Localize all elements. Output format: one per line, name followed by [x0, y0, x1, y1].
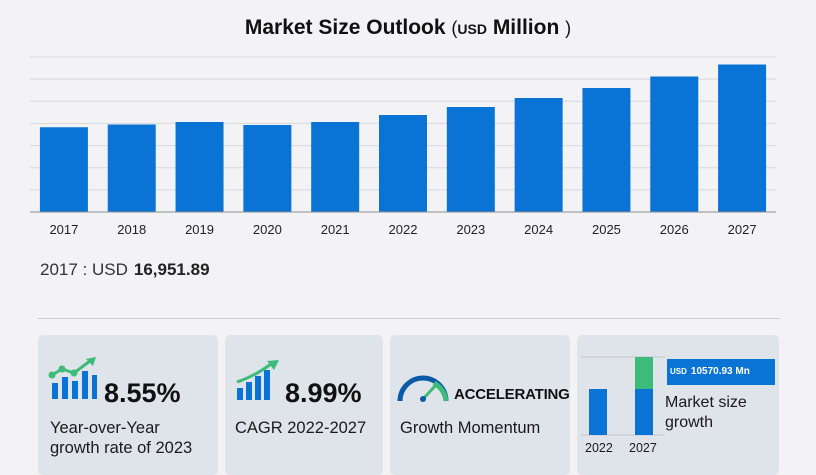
- mini-year-start: 2022: [585, 441, 613, 455]
- bar-2024: [514, 98, 563, 212]
- bar-2027: [718, 64, 767, 212]
- yoy-desc-line2: growth rate of 2023: [50, 439, 193, 457]
- x-tick-label: 2018: [117, 222, 146, 237]
- x-tick-label: 2025: [592, 222, 621, 237]
- yoy-description: Year-over-Year growth rate of 2023: [50, 418, 192, 458]
- market-size-badge: USD 10570.93 Mn: [667, 359, 775, 385]
- base-year-value: 16,951.89: [133, 260, 210, 279]
- yoy-card: 8.55% Year-over-Year growth rate of 2023: [38, 335, 218, 475]
- chart-title: Market Size Outlook (USD Million ): [244, 16, 572, 39]
- bar-chart: 2017 2018 2019 2020 2021 2022 2023 2024 2025 2026…: [30, 56, 776, 237]
- market-label-line2: growth: [665, 414, 714, 431]
- x-tick-label: 2021: [321, 222, 350, 237]
- divider: [38, 318, 780, 319]
- bar-2020: [243, 125, 292, 212]
- base-year-info: 2017 : USD 16,951.89: [40, 260, 210, 280]
- x-tick-label: 2019: [185, 222, 214, 237]
- cagr-chart-icon: [236, 360, 279, 400]
- bar-2022: [379, 115, 427, 212]
- title-unit: USD: [457, 21, 487, 37]
- title-text: Market Size Outlook: [244, 16, 446, 39]
- momentum-card: ACCELERATING Growth Momentum: [390, 335, 570, 475]
- market-size-label: Market size growth: [665, 393, 747, 433]
- x-tick-label: 2026: [660, 222, 689, 237]
- x-tick-label: 2024: [524, 222, 553, 237]
- x-tick-label: 2017: [49, 222, 78, 237]
- speedometer-icon: [397, 375, 449, 402]
- momentum-value: ACCELERATING: [454, 386, 570, 403]
- x-tick-label: 2023: [456, 222, 485, 237]
- title-unit-suffix: Million: [492, 16, 560, 39]
- x-tick-label: 2022: [389, 222, 418, 237]
- growth-chart-icon: [48, 357, 97, 399]
- x-tick-label: 2020: [253, 222, 282, 237]
- badge-unit: USD: [670, 367, 687, 376]
- mini-bar-2027-base: [635, 389, 653, 435]
- market-label-line1: Market size: [665, 394, 747, 411]
- bar-2025: [582, 88, 631, 212]
- market-size-card: USD 10570.93 Mn Market size growth 2022 2…: [577, 335, 779, 475]
- bar-2023: [446, 107, 495, 212]
- momentum-label: Growth Momentum: [400, 419, 541, 437]
- x-tick-label: 2027: [728, 222, 757, 237]
- bar-2019: [175, 122, 224, 212]
- mini-bar-2027-growth: [635, 357, 653, 389]
- base-year-label: 2017 : USD: [40, 260, 128, 279]
- bar-2026: [650, 76, 699, 212]
- yoy-desc-line1: Year-over-Year: [50, 419, 160, 437]
- bar-2017: [39, 127, 88, 212]
- bar-2021: [311, 122, 360, 212]
- bar-2018: [107, 124, 156, 212]
- badge-value: 10570.93 Mn: [690, 366, 750, 377]
- mini-growth-chart: [581, 356, 665, 436]
- yoy-value: 8.55%: [104, 378, 181, 408]
- mini-year-end: 2027: [629, 441, 657, 455]
- cagr-label: CAGR 2022-2027: [235, 419, 367, 437]
- cagr-value: 8.99%: [285, 378, 362, 408]
- cagr-card: 8.99% CAGR 2022-2027: [225, 335, 383, 475]
- mini-bar-2022: [589, 389, 607, 435]
